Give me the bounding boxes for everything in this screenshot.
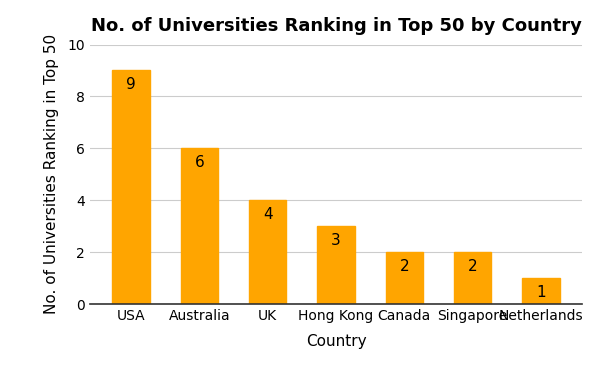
- Bar: [522, 278, 560, 304]
- Y-axis label: No. of Universities Ranking in Top 50: No. of Universities Ranking in Top 50: [44, 34, 59, 315]
- Bar: [112, 70, 150, 304]
- Bar: [181, 148, 218, 304]
- Text: 2: 2: [468, 259, 478, 274]
- Bar: [386, 252, 423, 304]
- Title: No. of Universities Ranking in Top 50 by Country: No. of Universities Ranking in Top 50 by…: [91, 17, 581, 35]
- Bar: [454, 252, 491, 304]
- Bar: [249, 200, 286, 304]
- Text: 6: 6: [194, 155, 205, 170]
- Text: 2: 2: [400, 259, 409, 274]
- Text: 1: 1: [536, 285, 545, 300]
- X-axis label: Country: Country: [305, 334, 367, 349]
- Text: 3: 3: [331, 233, 341, 248]
- Text: 4: 4: [263, 207, 272, 222]
- Bar: [317, 226, 355, 304]
- Text: 9: 9: [126, 77, 136, 92]
